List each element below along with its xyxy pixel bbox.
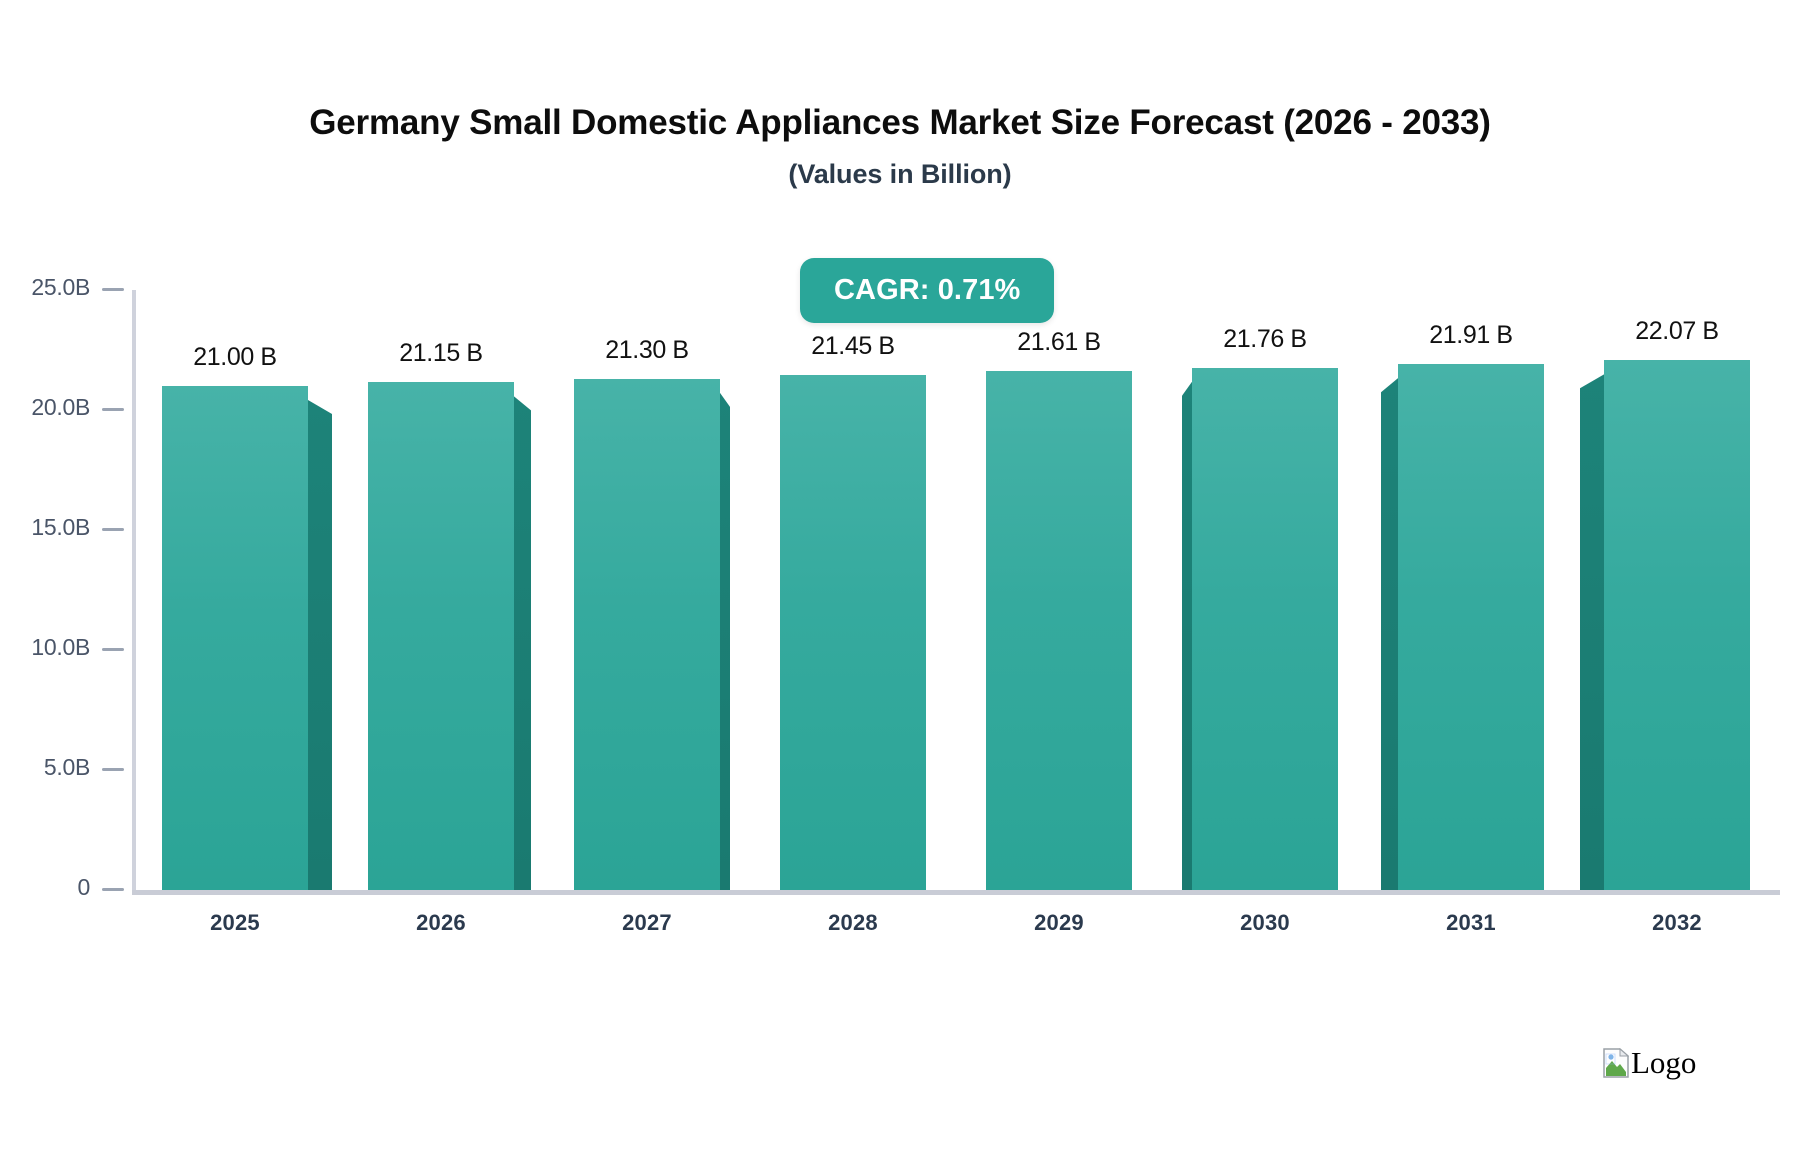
x-axis-label-2030: 2030: [1240, 910, 1290, 935]
bar-2027[interactable]: 21.30 B: [574, 336, 730, 890]
y-axis-tick-label: 10.0B: [31, 634, 90, 660]
bar-value-label: 21.15 B: [399, 339, 483, 368]
bar-side-face: [308, 400, 332, 890]
bar-2025[interactable]: 21.00 B: [162, 343, 332, 890]
x-axis-label-2029: 2029: [1034, 910, 1084, 935]
bar-2028[interactable]: 21.45 B: [780, 332, 926, 890]
plot-area: [132, 290, 1780, 895]
bar-front-face: [1398, 364, 1544, 890]
bar-value-label: 21.00 B: [193, 343, 277, 371]
x-axis-label-2032: 2032: [1652, 910, 1702, 935]
bar-side-face: [1580, 374, 1604, 890]
y-axis-tick-mark: [102, 888, 124, 891]
bar-side-face: [1182, 381, 1192, 890]
x-axis-label-2026: 2026: [416, 910, 466, 935]
page-title: Germany Small Domestic Appliances Market…: [309, 103, 1491, 142]
bar-2031[interactable]: 21.91 B: [1381, 321, 1544, 890]
bar-side-face: [1381, 378, 1398, 890]
bar-value-label: 21.61 B: [1017, 328, 1101, 357]
broken-image-icon: [1603, 1047, 1630, 1078]
bar-front-face: [986, 371, 1132, 890]
x-axis-label-2025: 2025: [210, 910, 260, 935]
bar-value-label: 21.30 B: [605, 335, 689, 364]
bar-front-face: [368, 382, 514, 890]
cagr-badge: CAGR: 0.71%: [800, 258, 1055, 323]
x-axis-label-2031: 2031: [1446, 910, 1496, 935]
logo-alt-text: Logo: [1631, 1045, 1697, 1080]
bar-front-face: [574, 378, 720, 890]
bar-side-face: [720, 392, 730, 890]
logo[interactable]: Logo: [1603, 1047, 1696, 1078]
x-axis-labels: 2025 2026 2027 2028 2029 2030 2031 2032: [132, 910, 1780, 950]
y-axis-tick-mark: [102, 288, 124, 291]
bars-layer: 21.00 B 21.15 B 21.30 B 21.45 B 21.61 B 21.76…: [132, 240, 1780, 895]
bar-2026[interactable]: 21.15 B: [368, 339, 531, 890]
bar-front-face: [780, 375, 926, 890]
y-axis-tick-label: 20.0B: [31, 394, 90, 420]
bar-value-label: 22.07 B: [1635, 317, 1719, 346]
bar-front-face: [162, 386, 308, 890]
bar-2032[interactable]: 22.07 B: [1580, 317, 1750, 890]
y-axis-tick-mark: [102, 528, 124, 531]
bar-value-label: 21.45 B: [811, 332, 895, 361]
y-axis-tick-label: 0: [77, 874, 91, 900]
x-axis-label-2028: 2028: [828, 910, 878, 935]
bar-front-face: [1604, 360, 1750, 890]
bar-value-label: 21.91 B: [1429, 321, 1513, 350]
y-axis-tick-label: 15.0B: [31, 514, 90, 540]
bar-value-label: 21.76 B: [1223, 324, 1307, 353]
bar-2029[interactable]: 21.61 B: [986, 328, 1132, 890]
y-axis-tick-label: 25.0B: [31, 274, 90, 300]
x-axis-label-2027: 2027: [622, 910, 672, 935]
bar-front-face: [1192, 367, 1338, 890]
y-axis-line: [132, 290, 136, 890]
x-axis-line: [132, 890, 1780, 895]
title-block: Germany Small Domestic Appliances Market…: [0, 103, 1800, 190]
chart-subtitle: (Values in Billion): [788, 158, 1012, 189]
y-axis-tick-mark: [102, 768, 124, 771]
bar-2030[interactable]: 21.76 B: [1182, 325, 1338, 890]
y-axis-tick-label: 5.0B: [43, 754, 90, 780]
bar-side-face: [514, 396, 531, 890]
y-axis-tick-mark: [102, 648, 124, 651]
y-axis-tick-mark: [102, 408, 124, 411]
